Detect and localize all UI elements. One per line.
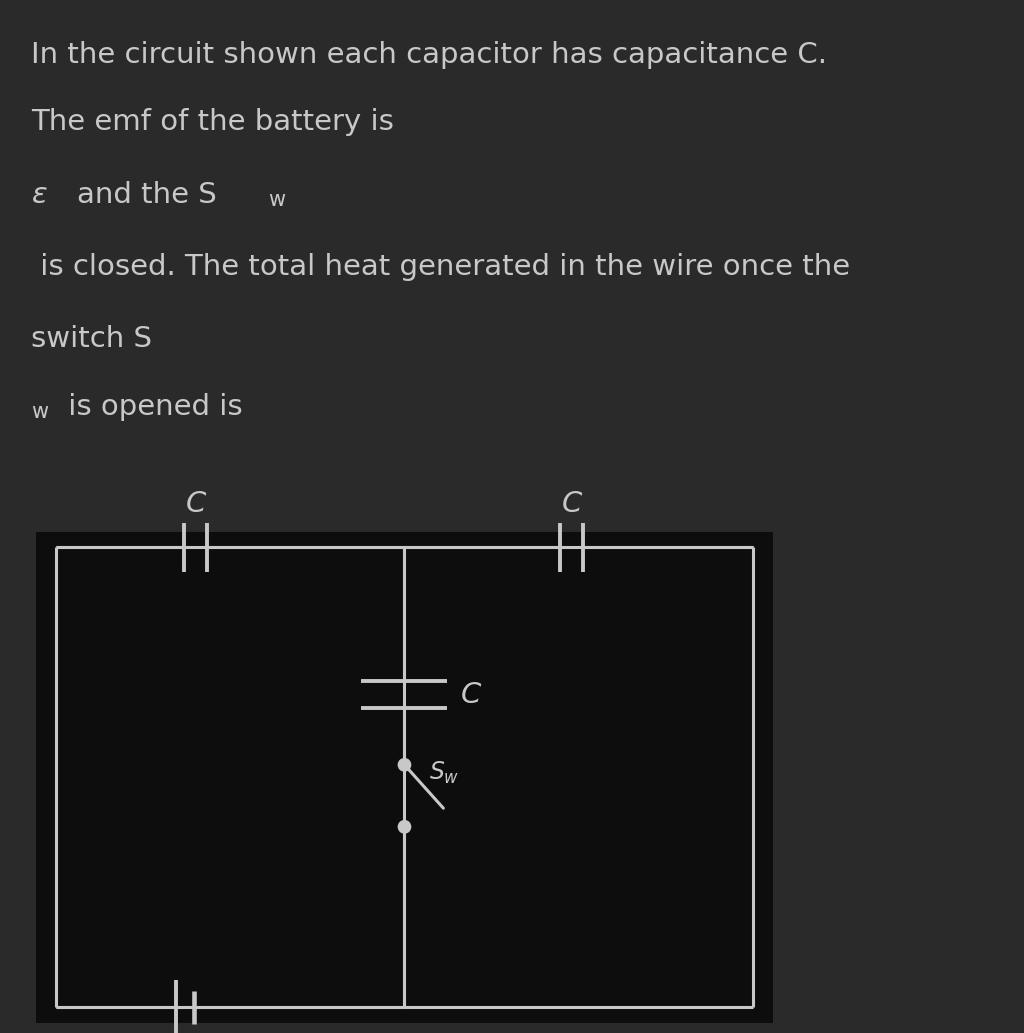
Text: C: C <box>561 490 582 518</box>
Text: is closed. The total heat generated in the wire once the: is closed. The total heat generated in t… <box>31 253 850 281</box>
Bar <box>36 532 773 1023</box>
Circle shape <box>398 820 411 833</box>
Text: C: C <box>461 681 481 709</box>
Text: In the circuit shown each capacitor has capacitance C.: In the circuit shown each capacitor has … <box>31 41 826 69</box>
Text: $S_w$: $S_w$ <box>429 759 460 786</box>
Text: C: C <box>185 490 206 518</box>
Text: w: w <box>31 402 48 421</box>
Text: The emf of the battery is: The emf of the battery is <box>31 108 393 136</box>
Text: and the S: and the S <box>77 181 216 209</box>
Text: w: w <box>268 190 286 210</box>
Text: is opened is: is opened is <box>59 393 243 420</box>
Text: switch S: switch S <box>31 325 152 353</box>
Text: $\varepsilon$: $\varepsilon$ <box>31 181 47 209</box>
Circle shape <box>398 758 411 771</box>
